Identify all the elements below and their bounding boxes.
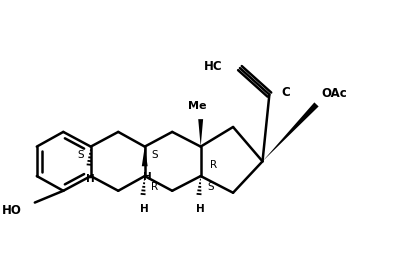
Text: HC: HC [204,59,222,72]
Text: H: H [87,173,95,183]
Polygon shape [198,120,203,147]
Text: OAc: OAc [322,87,347,100]
Text: C: C [281,86,290,99]
Text: R: R [151,181,158,191]
Text: H: H [140,204,149,214]
Text: R: R [210,160,217,170]
Text: H: H [196,204,205,214]
Polygon shape [263,103,319,162]
Text: S: S [207,181,214,191]
Text: H: H [143,171,152,181]
Text: S: S [78,150,84,160]
Text: HO: HO [2,203,22,216]
Text: S: S [151,150,158,160]
Text: Me: Me [188,101,207,111]
Polygon shape [142,147,148,167]
